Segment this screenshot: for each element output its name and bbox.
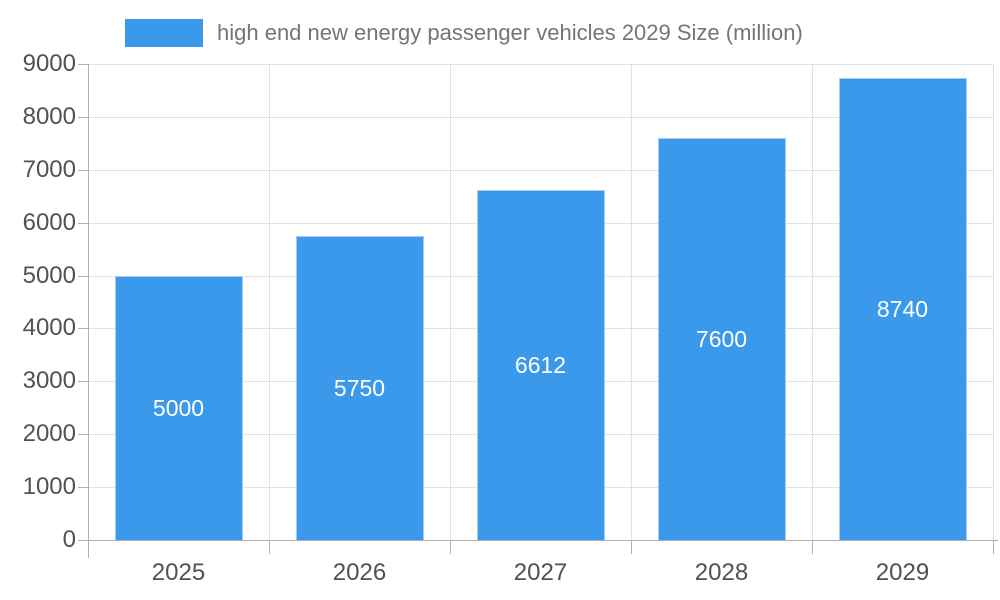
y-axis-tick [78, 275, 88, 277]
x-axis-tick [993, 540, 994, 554]
bar-value-label: 6612 [514, 352, 567, 379]
v-gridline [450, 64, 451, 540]
y-axis-label: 6000 [22, 208, 76, 236]
y-axis-label: 9000 [22, 50, 76, 77]
bar[interactable]: 5750 [295, 235, 424, 540]
y-axis-tick [78, 487, 88, 489]
y-axis-line [88, 64, 89, 558]
x-axis-tick [450, 540, 451, 554]
h-gridline [88, 169, 993, 171]
y-axis-tick [78, 328, 88, 330]
x-axis-tick [812, 540, 813, 554]
v-gridline [631, 64, 632, 540]
x-axis-label: 2025 [151, 559, 206, 586]
x-axis-label: 2026 [332, 559, 387, 586]
x-axis-label: 2027 [513, 559, 568, 586]
y-axis-tick [78, 116, 88, 118]
y-axis-label: 0 [62, 526, 76, 553]
v-gridline [993, 64, 994, 540]
y-axis-label: 4000 [22, 314, 76, 342]
legend-label: high end new energy passenger vehicles 2… [217, 20, 803, 45]
bar[interactable]: 7600 [657, 138, 786, 540]
y-axis-label: 1000 [22, 473, 76, 501]
x-axis-label: 2029 [875, 559, 930, 586]
y-axis-tick [78, 169, 88, 171]
h-gridline [88, 116, 993, 118]
bar-value-label: 5750 [333, 374, 386, 401]
y-axis-tick [78, 64, 88, 65]
x-axis-tick [269, 540, 270, 554]
v-gridline [812, 64, 813, 540]
legend-swatch [125, 19, 203, 47]
y-axis-label: 7000 [22, 155, 76, 183]
bar[interactable]: 8740 [838, 77, 967, 540]
chart-legend[interactable]: high end new energy passenger vehicles 2… [125, 18, 803, 48]
y-axis-label: 5000 [22, 261, 76, 289]
y-axis-label: 3000 [22, 367, 76, 395]
bar[interactable]: 6612 [476, 190, 605, 540]
x-axis-label: 2028 [694, 559, 749, 586]
y-axis-tick [78, 434, 88, 436]
y-axis-tick [78, 222, 88, 224]
y-axis-tick [78, 381, 88, 383]
y-axis-label: 2000 [22, 420, 76, 448]
bar-value-label: 7600 [695, 326, 748, 352]
y-axis-label: 8000 [22, 102, 76, 130]
bar-value-label: 5000 [152, 394, 205, 421]
x-axis-line [88, 540, 998, 541]
bar[interactable]: 5000 [114, 275, 243, 540]
v-gridline [269, 64, 270, 540]
y-axis-tick [78, 540, 88, 541]
h-gridline [88, 64, 993, 65]
bar-value-label: 8740 [876, 295, 929, 322]
x-axis-tick [631, 540, 632, 554]
